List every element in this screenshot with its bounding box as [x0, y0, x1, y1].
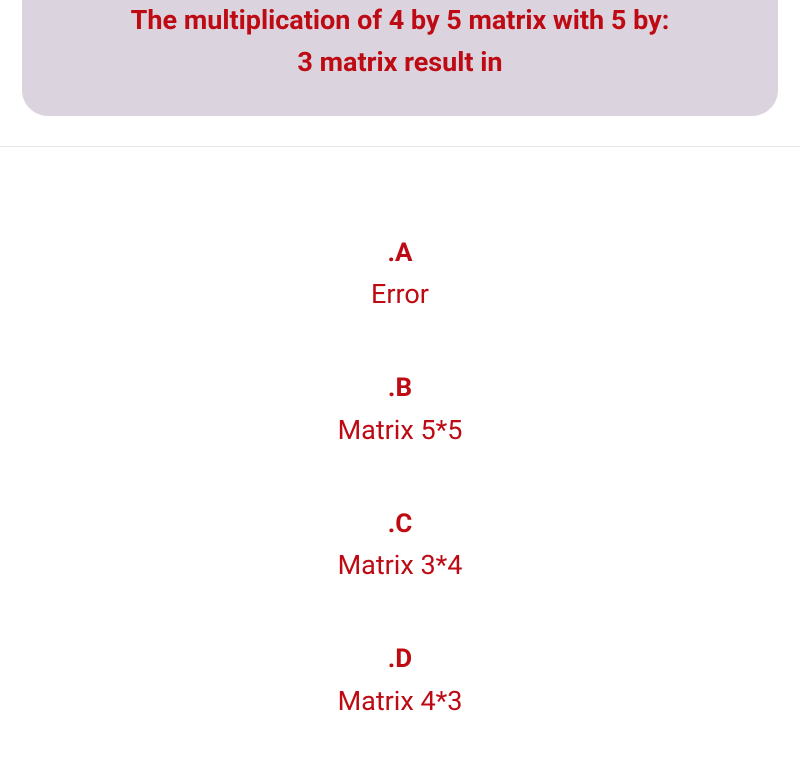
option-c[interactable]: .C Matrix 3*4: [0, 506, 800, 586]
question-box: The multiplication of 4 by 5 matrix with…: [22, 0, 778, 116]
options-list: .A Error .B Matrix 5*5 .C Matrix 3*4 .D …: [0, 147, 800, 721]
option-text: Matrix 3*4: [0, 546, 800, 585]
question-line-1: The multiplication of 4 by 5 matrix with…: [62, 0, 738, 42]
option-label: .A: [0, 235, 800, 271]
question-line-2: 3 matrix result in: [62, 42, 738, 84]
option-text: Matrix 5*5: [0, 411, 800, 450]
option-d[interactable]: .D Matrix 4*3: [0, 641, 800, 721]
option-a[interactable]: .A Error: [0, 235, 800, 315]
question-text: The multiplication of 4 by 5 matrix with…: [62, 0, 738, 84]
option-text: Matrix 4*3: [0, 682, 800, 721]
option-label: .D: [0, 641, 800, 677]
option-label: .C: [0, 506, 800, 542]
option-b[interactable]: .B Matrix 5*5: [0, 370, 800, 450]
option-label: .B: [0, 370, 800, 406]
option-text: Error: [0, 275, 800, 314]
